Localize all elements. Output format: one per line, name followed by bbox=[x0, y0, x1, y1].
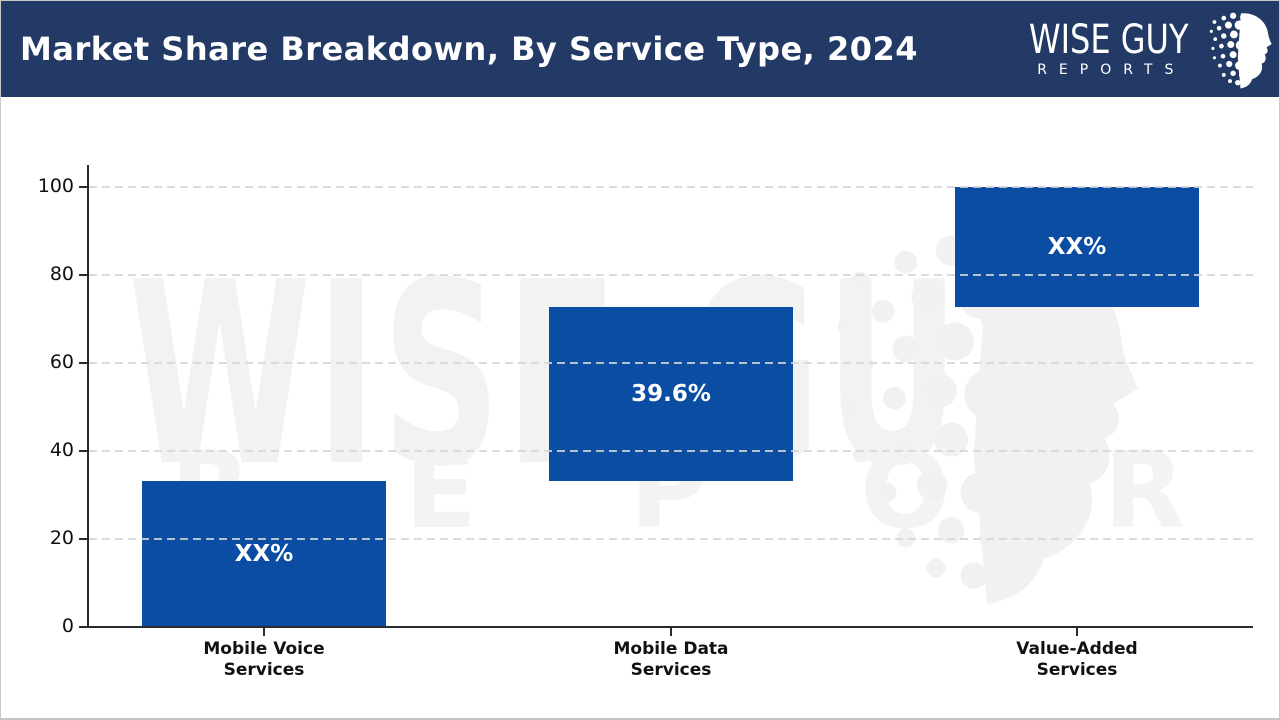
y-tick-mark-100 bbox=[79, 186, 87, 188]
y-tick-label-100: 100 bbox=[37, 175, 74, 197]
category-label-3: Value-Added Services bbox=[1016, 639, 1137, 681]
y-tick-mark-80 bbox=[79, 274, 87, 276]
chart-title: Market Share Breakdown, By Service Type,… bbox=[20, 29, 919, 68]
gridline-40 bbox=[89, 450, 1253, 452]
brand-logo: WISE GUY REPORTS bbox=[1024, 0, 1274, 97]
gridline-60 bbox=[89, 362, 1253, 364]
y-tick-mark-60 bbox=[79, 362, 87, 364]
bar-1 bbox=[142, 480, 386, 627]
logo-wordmark: WISE GUY bbox=[1028, 17, 1189, 63]
y-tick-label-60: 60 bbox=[49, 351, 74, 373]
category-label-line: Services bbox=[1036, 660, 1118, 680]
bar-value-label-2: 39.6% bbox=[631, 380, 711, 407]
bar-value-label-1: XX% bbox=[234, 540, 294, 567]
x-tick-mark-1 bbox=[263, 628, 265, 636]
category-label-line: Mobile Data bbox=[613, 639, 729, 659]
logo-text: WISE GUY REPORTS bbox=[1009, 20, 1208, 78]
bar-value-label-3: XX% bbox=[1047, 233, 1107, 260]
logo-head-icon bbox=[1209, 12, 1272, 89]
y-tick-mark-20 bbox=[79, 538, 87, 540]
header-bar: Market Share Breakdown, By Service Type,… bbox=[0, 0, 1280, 97]
x-tick-mark-2 bbox=[670, 628, 672, 636]
y-axis-line bbox=[87, 165, 89, 628]
logo-reports-text: REPORTS bbox=[1037, 62, 1186, 78]
y-tick-label-40: 40 bbox=[49, 439, 74, 461]
category-label-line: Value-Added bbox=[1016, 639, 1138, 659]
category-label-line: Mobile Voice bbox=[203, 639, 325, 659]
y-tick-mark-0 bbox=[79, 626, 87, 628]
x-axis-line bbox=[87, 626, 1253, 628]
x-tick-mark-3 bbox=[1076, 628, 1078, 636]
gridline-80 bbox=[89, 274, 1253, 276]
gridline-100 bbox=[89, 186, 1253, 188]
category-label-line: Services bbox=[630, 660, 712, 680]
y-tick-label-20: 20 bbox=[49, 527, 74, 549]
category-label-line: Services bbox=[223, 660, 305, 680]
y-tick-mark-40 bbox=[79, 450, 87, 452]
gridline-20 bbox=[89, 538, 1253, 540]
y-tick-label-0: 0 bbox=[61, 615, 74, 637]
y-tick-label-80: 80 bbox=[49, 263, 74, 285]
category-label-1: Mobile Voice Services bbox=[203, 639, 324, 681]
category-label-2: Mobile Data Services bbox=[613, 639, 728, 681]
